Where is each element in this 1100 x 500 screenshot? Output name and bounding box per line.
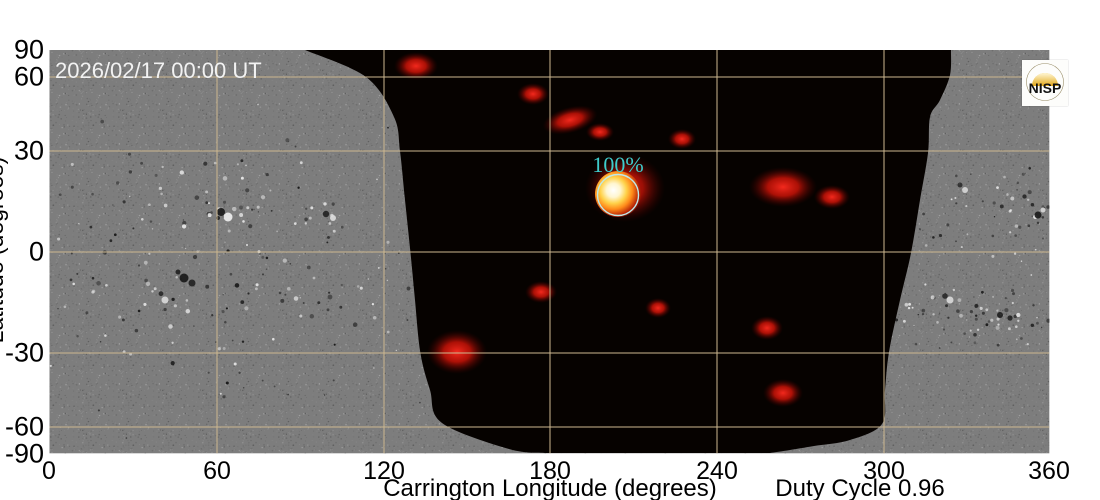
svg-text:100%: 100% <box>592 152 643 177</box>
svg-text:NISP: NISP <box>1029 80 1062 96</box>
